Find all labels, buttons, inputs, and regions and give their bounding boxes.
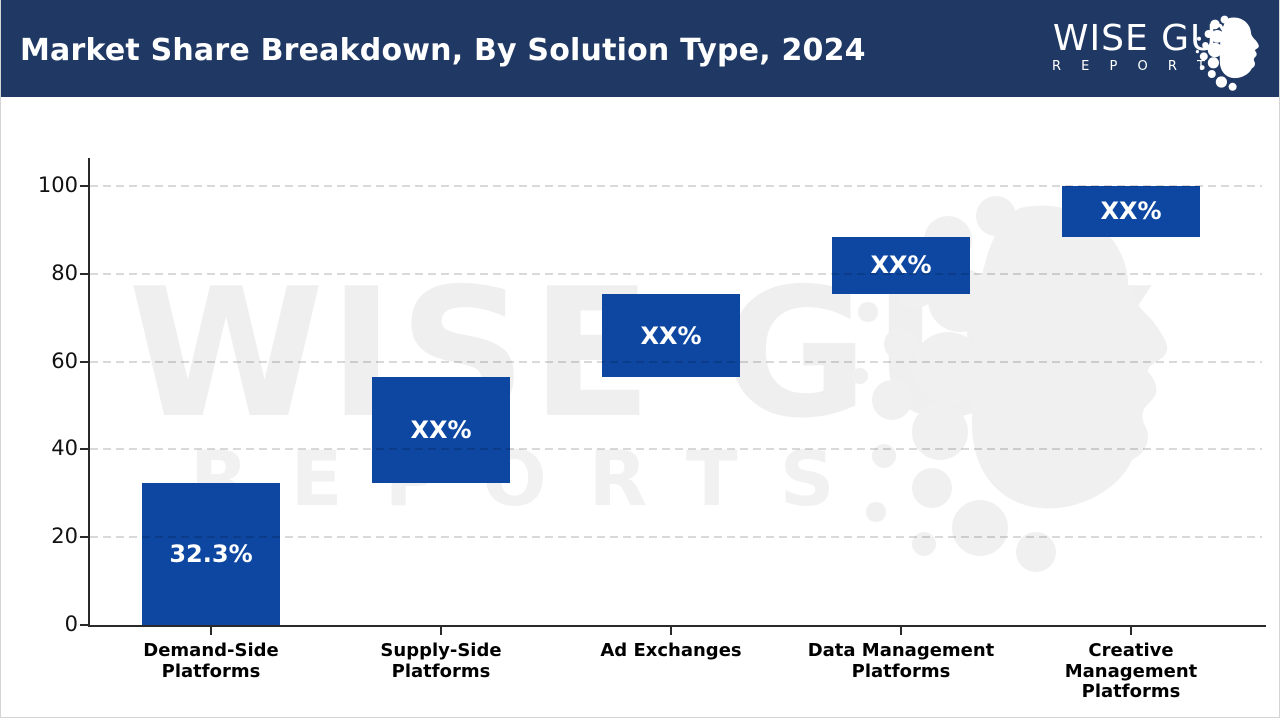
category-label-data-management: Data Management Platforms: [807, 640, 995, 682]
header-bar: Market Share Breakdown, By Solution Type…: [0, 0, 1280, 97]
x-tick-mark: [900, 627, 902, 635]
gridline: [90, 448, 1262, 451]
y-tick-label: 0: [64, 612, 78, 636]
bar-segment-ad-exchanges: XX%: [602, 293, 740, 378]
category-label-supply-side: Supply-Side Platforms: [380, 640, 502, 682]
y-tick-label: 100: [37, 173, 78, 197]
y-tick-mark: [80, 272, 88, 275]
watermark-head-icon: [852, 196, 1168, 572]
category-label-ad-exchanges: Ad Exchanges: [600, 640, 742, 661]
bar-segment-creative-management: XX%: [1062, 186, 1200, 237]
bar-value-label: XX%: [410, 416, 472, 445]
y-tick-label: 20: [51, 524, 78, 549]
bar-value-label: 32.3%: [169, 540, 253, 569]
y-tick-label: 80: [51, 260, 78, 285]
gridline: [90, 185, 1262, 187]
wise-guy-logo: WISE GUY R E P O R T S: [1010, 6, 1272, 92]
y-tick-mark: [80, 185, 88, 187]
gridline: [90, 536, 1262, 539]
x-tick-mark: [670, 627, 672, 635]
gridline: [90, 272, 1262, 275]
y-axis-line: [88, 158, 90, 627]
bar-segment-demand-side: 32.3%: [142, 483, 280, 625]
y-tick-label: 60: [51, 348, 78, 373]
logo-head-icon: [1195, 15, 1259, 91]
y-tick-label: 40: [51, 436, 78, 461]
category-label-demand-side: Demand-Side Platforms: [143, 640, 279, 682]
x-axis-line: [88, 625, 1266, 627]
page-title: Market Share Breakdown, By Solution Type…: [20, 33, 866, 68]
y-tick-mark: [80, 624, 88, 626]
y-tick-mark: [80, 536, 88, 539]
y-tick-mark: [80, 360, 88, 363]
x-tick-mark: [440, 627, 442, 635]
category-label-creative-management: Creative Management Platforms: [1064, 640, 1198, 703]
x-tick-mark: [1130, 627, 1132, 635]
bar-segment-supply-side: XX%: [372, 377, 510, 484]
x-tick-mark: [210, 627, 212, 635]
logo-subtext: R E P O R T S: [1052, 58, 1242, 74]
y-tick-mark: [80, 448, 88, 451]
bar-value-label: XX%: [640, 321, 702, 350]
bar-value-label: XX%: [870, 251, 932, 280]
bar-value-label: XX%: [1100, 197, 1162, 226]
bar-segment-data-management: XX%: [832, 236, 970, 294]
watermark-subtext: REPORTS: [190, 434, 877, 523]
gridline: [90, 360, 1262, 363]
